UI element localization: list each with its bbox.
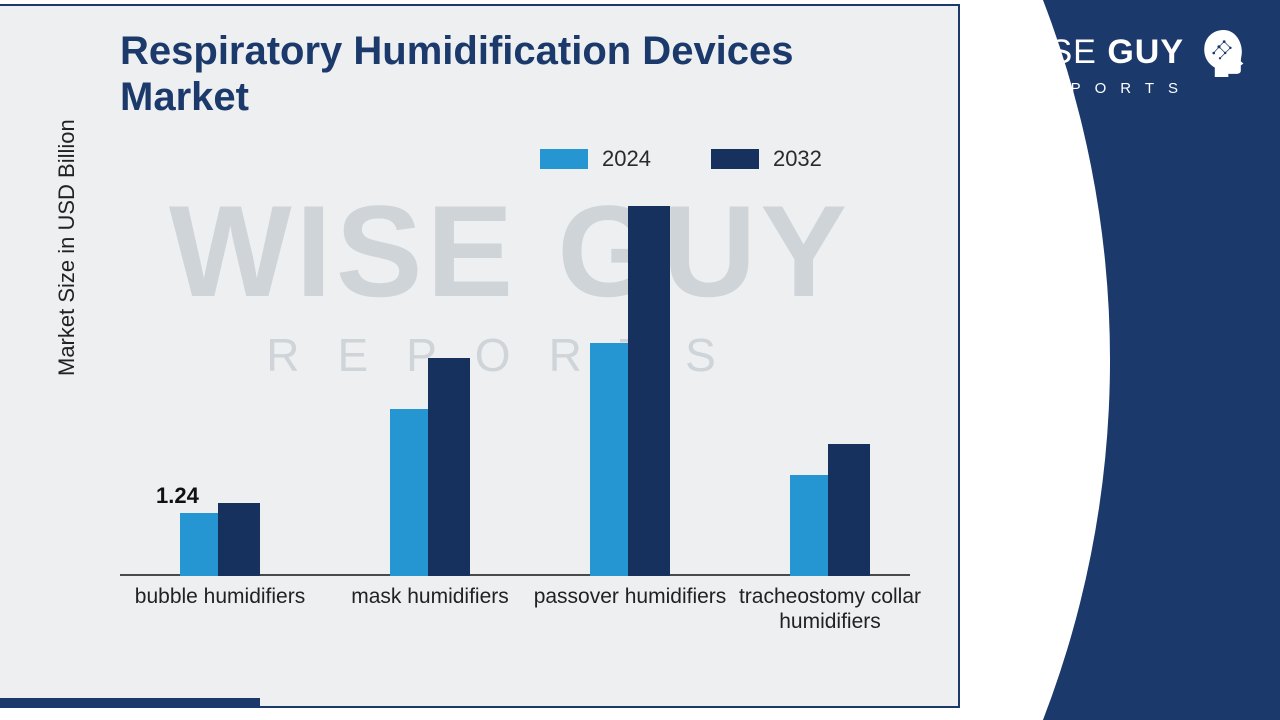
- chart-frame: Respiratory Humidification Devices Marke…: [0, 4, 960, 708]
- bar-2032: [428, 358, 470, 576]
- bar-group: tracheostomy collar humidifiers: [740, 444, 920, 576]
- logo-word-guy: [1097, 33, 1107, 71]
- category-label: mask humidifiers: [330, 584, 530, 609]
- bar-2024: [180, 513, 222, 576]
- chart-title: Respiratory Humidification Devices Marke…: [120, 28, 880, 120]
- bar-value-label: 1.24: [156, 483, 199, 509]
- brand-logo: WISE GUY REPORTS: [1006, 26, 1246, 97]
- logo-word-guy-text: GUY: [1107, 33, 1184, 71]
- category-label: bubble humidifiers: [120, 584, 320, 609]
- bar-2024: [790, 475, 832, 576]
- plot-area: 1.24bubble humidifiers mask humidifierspa…: [120, 196, 910, 576]
- bar-group: mask humidifiers: [340, 358, 520, 576]
- canvas: WISE GUY REPORTS Respiratory Humidificat…: [0, 0, 1280, 720]
- legend-item: 2024: [540, 146, 651, 172]
- bottom-accent-bar: [0, 698, 260, 706]
- bar-group: passover humidifiers: [540, 206, 720, 576]
- legend-swatch: [711, 149, 759, 169]
- logo-word-wise: WISE: [1006, 33, 1097, 71]
- head-icon: [1194, 26, 1246, 78]
- category-label: passover humidifiers: [530, 584, 730, 609]
- bar-2024: [590, 343, 632, 576]
- bar-group: 1.24bubble humidifiers: [130, 503, 310, 576]
- legend-label: 2024: [602, 146, 651, 172]
- legend-item: 2032: [711, 146, 822, 172]
- bar-2032: [218, 503, 260, 576]
- bar-2032: [828, 444, 870, 576]
- bar-2024: [390, 409, 432, 576]
- legend-label: 2032: [773, 146, 822, 172]
- legend-swatch: [540, 149, 588, 169]
- logo-subtext: REPORTS: [1006, 80, 1246, 97]
- y-axis-label: Market Size in USD Billion: [54, 119, 80, 376]
- legend: 2024 2032: [540, 146, 822, 172]
- category-label: tracheostomy collar humidifiers: [730, 584, 930, 634]
- logo-text: WISE GUY: [1006, 33, 1184, 72]
- bar-2032: [628, 206, 670, 576]
